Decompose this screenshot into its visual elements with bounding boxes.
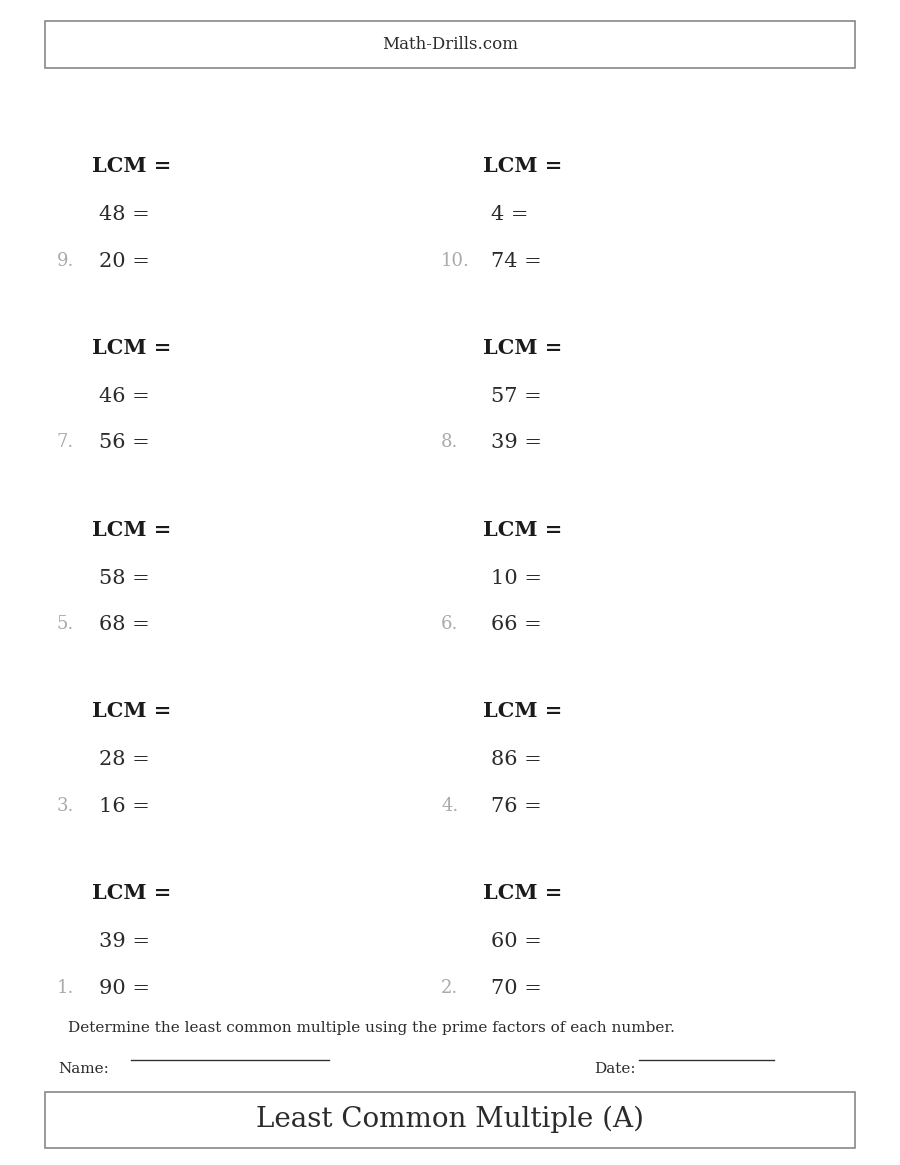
Text: 1.: 1.: [57, 979, 74, 996]
Text: 90 =: 90 =: [99, 979, 150, 997]
Text: 20 =: 20 =: [99, 252, 150, 270]
Text: 56 =: 56 =: [99, 433, 149, 452]
Text: Determine the least common multiple using the prime factors of each number.: Determine the least common multiple usin…: [68, 1021, 674, 1035]
Text: LCM =: LCM =: [483, 883, 562, 903]
Text: 39 =: 39 =: [491, 433, 542, 452]
Text: 8.: 8.: [441, 433, 458, 451]
Text: LCM =: LCM =: [483, 520, 562, 539]
Text: LCM =: LCM =: [92, 520, 171, 539]
Text: LCM =: LCM =: [483, 338, 562, 358]
Text: 4.: 4.: [441, 797, 458, 814]
Text: 74 =: 74 =: [491, 252, 541, 270]
Text: 2.: 2.: [441, 979, 458, 996]
Text: 9.: 9.: [57, 252, 74, 269]
Text: LCM =: LCM =: [92, 883, 171, 903]
Text: 86 =: 86 =: [491, 750, 541, 769]
Text: Math-Drills.com: Math-Drills.com: [382, 36, 518, 52]
FancyBboxPatch shape: [45, 1092, 855, 1148]
Text: Least Common Multiple (A): Least Common Multiple (A): [256, 1106, 644, 1134]
Text: 10 =: 10 =: [491, 569, 542, 587]
Text: 76 =: 76 =: [491, 797, 541, 815]
Text: LCM =: LCM =: [483, 156, 562, 176]
Text: LCM =: LCM =: [92, 156, 171, 176]
Text: 6.: 6.: [441, 615, 458, 633]
Text: 48 =: 48 =: [99, 205, 149, 224]
Text: 66 =: 66 =: [491, 615, 541, 634]
Text: Name:: Name:: [58, 1062, 110, 1076]
Text: 28 =: 28 =: [99, 750, 149, 769]
Text: 60 =: 60 =: [491, 932, 542, 951]
Text: LCM =: LCM =: [483, 701, 562, 721]
Text: 16 =: 16 =: [99, 797, 150, 815]
Text: 4 =: 4 =: [491, 205, 528, 224]
Text: 3.: 3.: [57, 797, 74, 814]
Text: 58 =: 58 =: [99, 569, 149, 587]
Text: 68 =: 68 =: [99, 615, 149, 634]
Text: 46 =: 46 =: [99, 387, 149, 405]
Text: 70 =: 70 =: [491, 979, 542, 997]
Text: 7.: 7.: [57, 433, 74, 451]
Text: 10.: 10.: [441, 252, 470, 269]
Text: LCM =: LCM =: [92, 338, 171, 358]
Text: Date:: Date:: [594, 1062, 635, 1076]
Text: 57 =: 57 =: [491, 387, 541, 405]
FancyBboxPatch shape: [45, 21, 855, 68]
Text: LCM =: LCM =: [92, 701, 171, 721]
Text: 5.: 5.: [57, 615, 74, 633]
Text: 39 =: 39 =: [99, 932, 150, 951]
